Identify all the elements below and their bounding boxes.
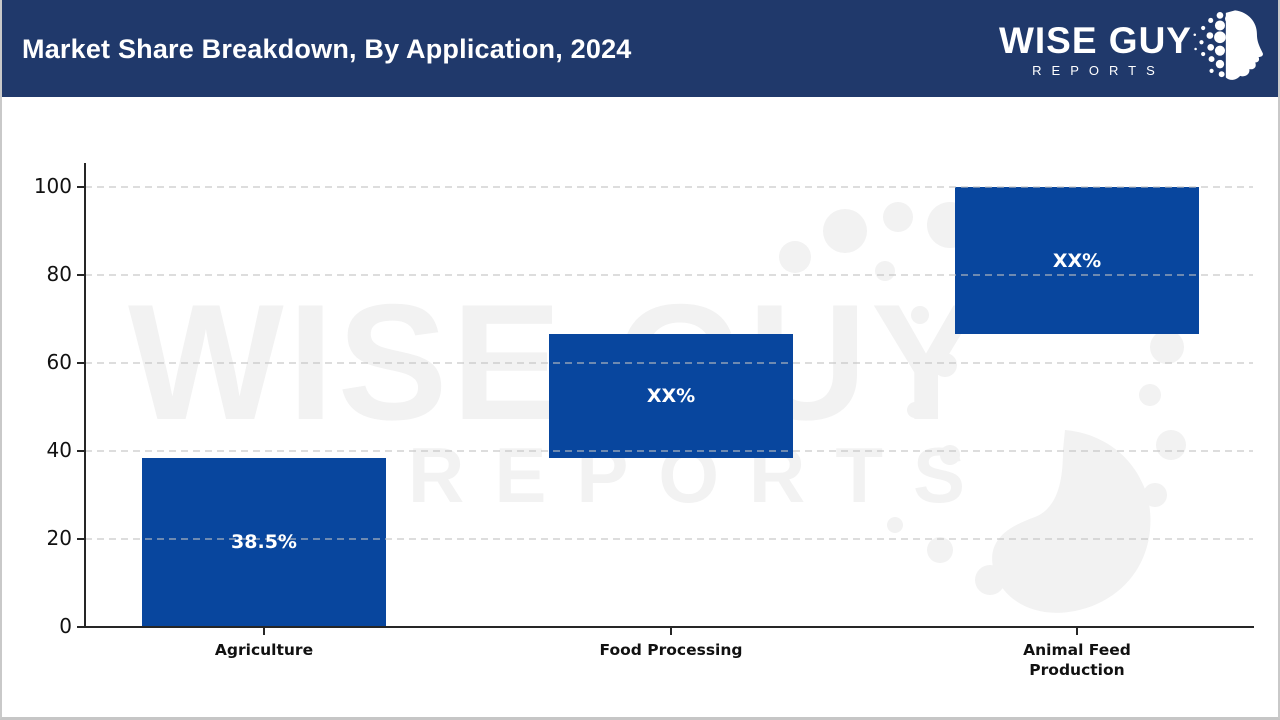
y-tick-label-80: 80 bbox=[46, 262, 72, 286]
y-tick-label-0: 0 bbox=[59, 614, 72, 638]
gridline-20 bbox=[85, 538, 1253, 540]
gridline-60 bbox=[85, 362, 1253, 364]
y-axis-spine bbox=[84, 163, 86, 628]
logo-subtitle: REPORTS bbox=[1032, 63, 1165, 78]
y-tick-mark-80 bbox=[77, 274, 85, 276]
bar-value-label-agriculture: 38.5% bbox=[231, 531, 297, 554]
y-tick-mark-100 bbox=[77, 186, 85, 188]
logo-text: WISE GUY REPORTS bbox=[999, 20, 1192, 78]
page-title: Market Share Breakdown, By Application, … bbox=[22, 34, 632, 64]
y-tick-label-100: 100 bbox=[33, 174, 72, 198]
x-tick-mark-food-processing bbox=[670, 628, 672, 635]
bar-value-label-food-processing: XX% bbox=[646, 384, 696, 407]
logo-name: WISE GUY bbox=[998, 20, 1192, 61]
x-axis-spine bbox=[84, 626, 1254, 628]
header-bar: Market Share Breakdown, By Application, … bbox=[0, 0, 1280, 97]
bar-food-processing[interactable] bbox=[549, 334, 793, 458]
logo-face-icon bbox=[1193, 10, 1263, 80]
y-tick-label-20: 20 bbox=[46, 526, 72, 550]
y-tick-mark-20 bbox=[77, 538, 85, 540]
y-tick-label-40: 40 bbox=[46, 438, 72, 462]
bar-agriculture[interactable] bbox=[142, 457, 386, 627]
y-tick-mark-40 bbox=[77, 450, 85, 452]
wiseguy-logo: WISE GUY REPORTS bbox=[999, 6, 1268, 92]
gridline-40 bbox=[85, 450, 1253, 452]
x-category-label-food-processing: Food Processing bbox=[599, 641, 743, 659]
y-tick-mark-0 bbox=[77, 626, 85, 628]
bar-animal-feed-production[interactable] bbox=[955, 187, 1199, 335]
x-category-label-agriculture: Agriculture bbox=[214, 641, 314, 659]
x-tick-mark-agriculture bbox=[263, 628, 265, 635]
y-tick-label-60: 60 bbox=[46, 350, 72, 374]
gridline-80 bbox=[85, 274, 1253, 276]
bar-value-label-animal-feed-production: XX% bbox=[1052, 249, 1102, 272]
gridline-100 bbox=[85, 186, 1253, 188]
x-category-label-animal-feed-production: Animal Feed Production bbox=[1023, 641, 1131, 680]
y-tick-mark-60 bbox=[77, 362, 85, 364]
x-tick-mark-animal-feed-production bbox=[1076, 628, 1078, 635]
